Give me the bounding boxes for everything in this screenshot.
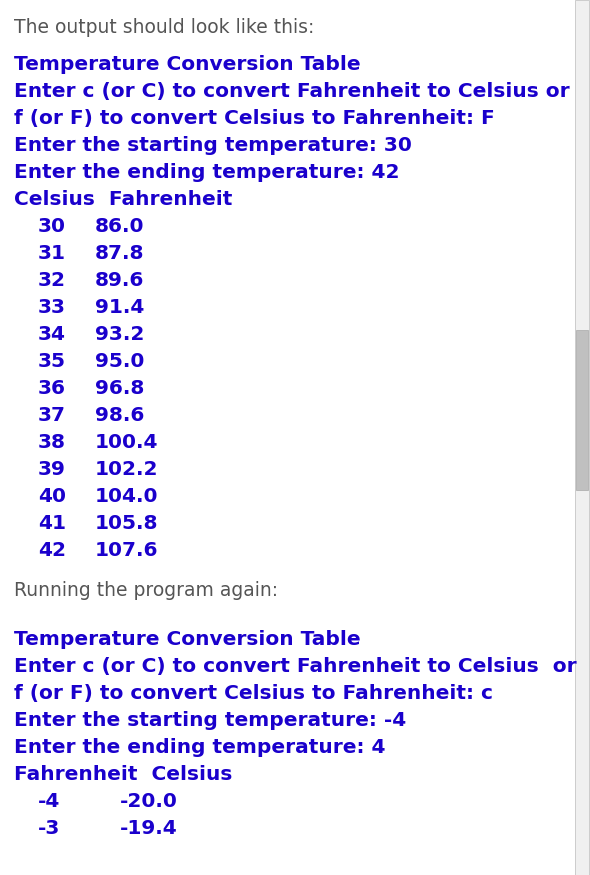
Text: -20.0: -20.0 (120, 792, 178, 811)
Text: 93.2: 93.2 (95, 325, 145, 344)
Text: 40: 40 (38, 487, 66, 506)
Text: -3: -3 (38, 819, 60, 838)
Text: Celsius  Fahrenheit: Celsius Fahrenheit (14, 190, 232, 209)
Text: 33: 33 (38, 298, 66, 317)
Text: f (or F) to convert Celsius to Fahrenheit: c: f (or F) to convert Celsius to Fahrenhei… (14, 684, 493, 704)
Text: 105.8: 105.8 (95, 514, 159, 533)
Text: Temperature Conversion Table: Temperature Conversion Table (14, 55, 360, 74)
Text: Enter c (or C) to convert Fahrenheit to Celsius  or: Enter c (or C) to convert Fahrenheit to … (14, 657, 576, 676)
Text: Enter c (or C) to convert Fahrenheit to Celsius or: Enter c (or C) to convert Fahrenheit to … (14, 82, 569, 101)
Text: 107.6: 107.6 (95, 541, 159, 560)
Text: 102.2: 102.2 (95, 460, 159, 479)
Text: 86.0: 86.0 (95, 217, 145, 236)
Text: 30: 30 (38, 217, 66, 236)
Bar (576, 330, 588, 490)
Text: Temperature Conversion Table: Temperature Conversion Table (14, 630, 360, 649)
Text: f (or F) to convert Celsius to Fahrenheit: F: f (or F) to convert Celsius to Fahrenhei… (14, 109, 495, 128)
Text: 41: 41 (38, 514, 66, 533)
Text: 100.4: 100.4 (95, 433, 159, 452)
Text: 38: 38 (38, 433, 66, 452)
Text: Enter the starting temperature: -4: Enter the starting temperature: -4 (14, 711, 407, 730)
Text: The output should look like this:: The output should look like this: (14, 18, 314, 37)
Text: Running the program again:: Running the program again: (14, 582, 278, 600)
Text: Enter the starting temperature: 30: Enter the starting temperature: 30 (14, 136, 412, 155)
Text: 91.4: 91.4 (95, 298, 145, 317)
Bar (575, 0, 589, 875)
Text: -19.4: -19.4 (120, 819, 178, 838)
Text: 32: 32 (38, 271, 66, 290)
Text: 34: 34 (38, 325, 66, 344)
Text: Fahrenheit  Celsius: Fahrenheit Celsius (14, 765, 232, 784)
Text: 98.6: 98.6 (95, 406, 145, 425)
Text: 36: 36 (38, 379, 66, 398)
Text: 37: 37 (38, 406, 66, 425)
Text: 96.8: 96.8 (95, 379, 145, 398)
Text: Enter the ending temperature: 4: Enter the ending temperature: 4 (14, 738, 385, 757)
Text: 42: 42 (38, 541, 66, 560)
Text: 87.8: 87.8 (95, 244, 145, 263)
Text: Enter the ending temperature: 42: Enter the ending temperature: 42 (14, 163, 399, 182)
Text: 95.0: 95.0 (95, 352, 145, 371)
Text: 89.6: 89.6 (95, 271, 145, 290)
Text: 35: 35 (38, 352, 66, 371)
Text: -4: -4 (38, 792, 60, 811)
Text: 31: 31 (38, 244, 66, 263)
Text: 39: 39 (38, 460, 66, 479)
Text: 104.0: 104.0 (95, 487, 159, 506)
